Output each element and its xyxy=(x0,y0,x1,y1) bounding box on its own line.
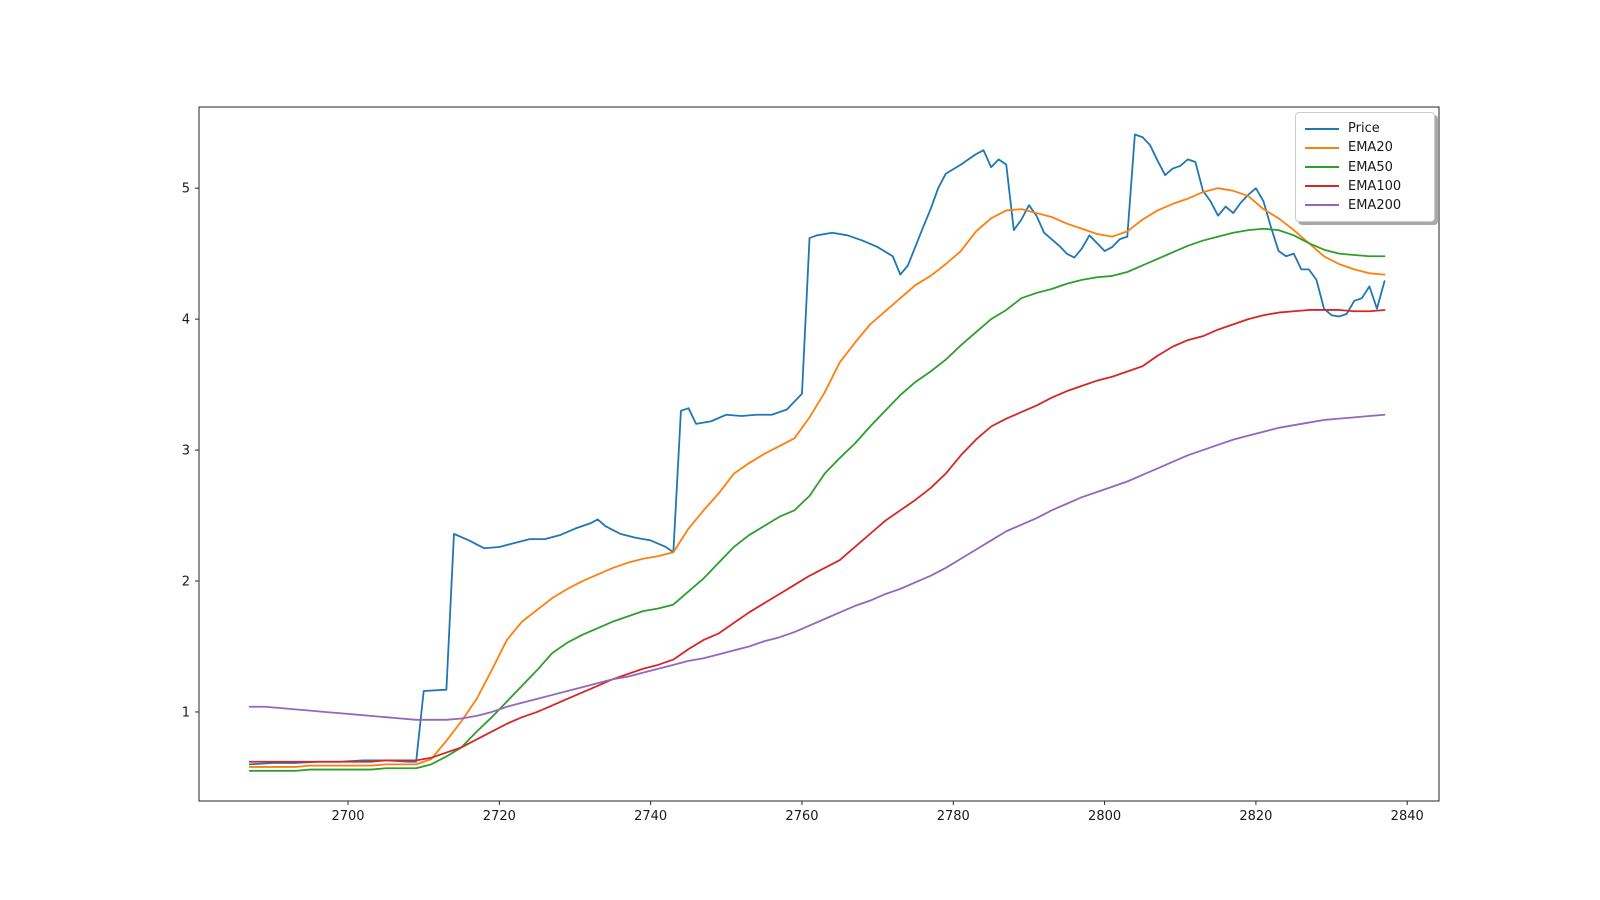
legend-line-swatch xyxy=(1305,204,1339,207)
legend-row-ema200: EMA200 xyxy=(1305,196,1424,215)
legend-line-swatch xyxy=(1305,146,1339,149)
y-tick-label: 5 xyxy=(182,182,190,197)
x-tick-label: 2700 xyxy=(331,809,364,824)
series-line-ema200 xyxy=(248,413,1386,721)
x-axis: 2700 2720 2740 2760 2780 2800 2820 2840 xyxy=(331,801,1424,824)
x-tick-label: 2820 xyxy=(1239,809,1272,824)
legend-label: EMA200 xyxy=(1348,197,1402,213)
y-tick-label: 2 xyxy=(182,575,190,590)
legend-label: EMA100 xyxy=(1348,178,1402,194)
y-tick-label: 4 xyxy=(182,313,190,328)
legend-row-price: Price xyxy=(1305,119,1424,138)
series-line-ema50 xyxy=(248,227,1386,772)
series-line-ema20 xyxy=(248,187,1386,768)
legend-row-ema100: EMA100 xyxy=(1305,177,1424,196)
y-tick-label: 1 xyxy=(182,705,190,720)
legend-row-ema20: EMA20 xyxy=(1305,138,1424,157)
legend-line-swatch xyxy=(1305,127,1339,130)
x-tick-label: 2840 xyxy=(1391,809,1424,824)
legend-line-swatch xyxy=(1305,185,1339,188)
legend-label: EMA20 xyxy=(1348,140,1393,156)
x-tick-label: 2800 xyxy=(1088,809,1121,824)
x-tick-label: 2740 xyxy=(634,809,667,824)
series-line-price xyxy=(248,133,1386,766)
legend-line-swatch xyxy=(1305,166,1339,168)
legend-label: EMA50 xyxy=(1348,159,1393,175)
plot-border xyxy=(198,106,1440,802)
y-axis: 1 2 3 4 5 xyxy=(182,182,199,720)
series-line-ema100 xyxy=(248,309,1386,763)
legend-row-ema50: EMA50 xyxy=(1305,157,1424,176)
x-tick-label: 2760 xyxy=(785,809,818,824)
x-tick-label: 2780 xyxy=(937,809,970,824)
y-tick-label: 3 xyxy=(182,444,190,459)
x-tick-label: 2720 xyxy=(483,809,516,824)
legend-label: Price xyxy=(1348,121,1380,137)
legend: Price EMA20 EMA50 EMA100 EMA200 xyxy=(1295,112,1435,222)
